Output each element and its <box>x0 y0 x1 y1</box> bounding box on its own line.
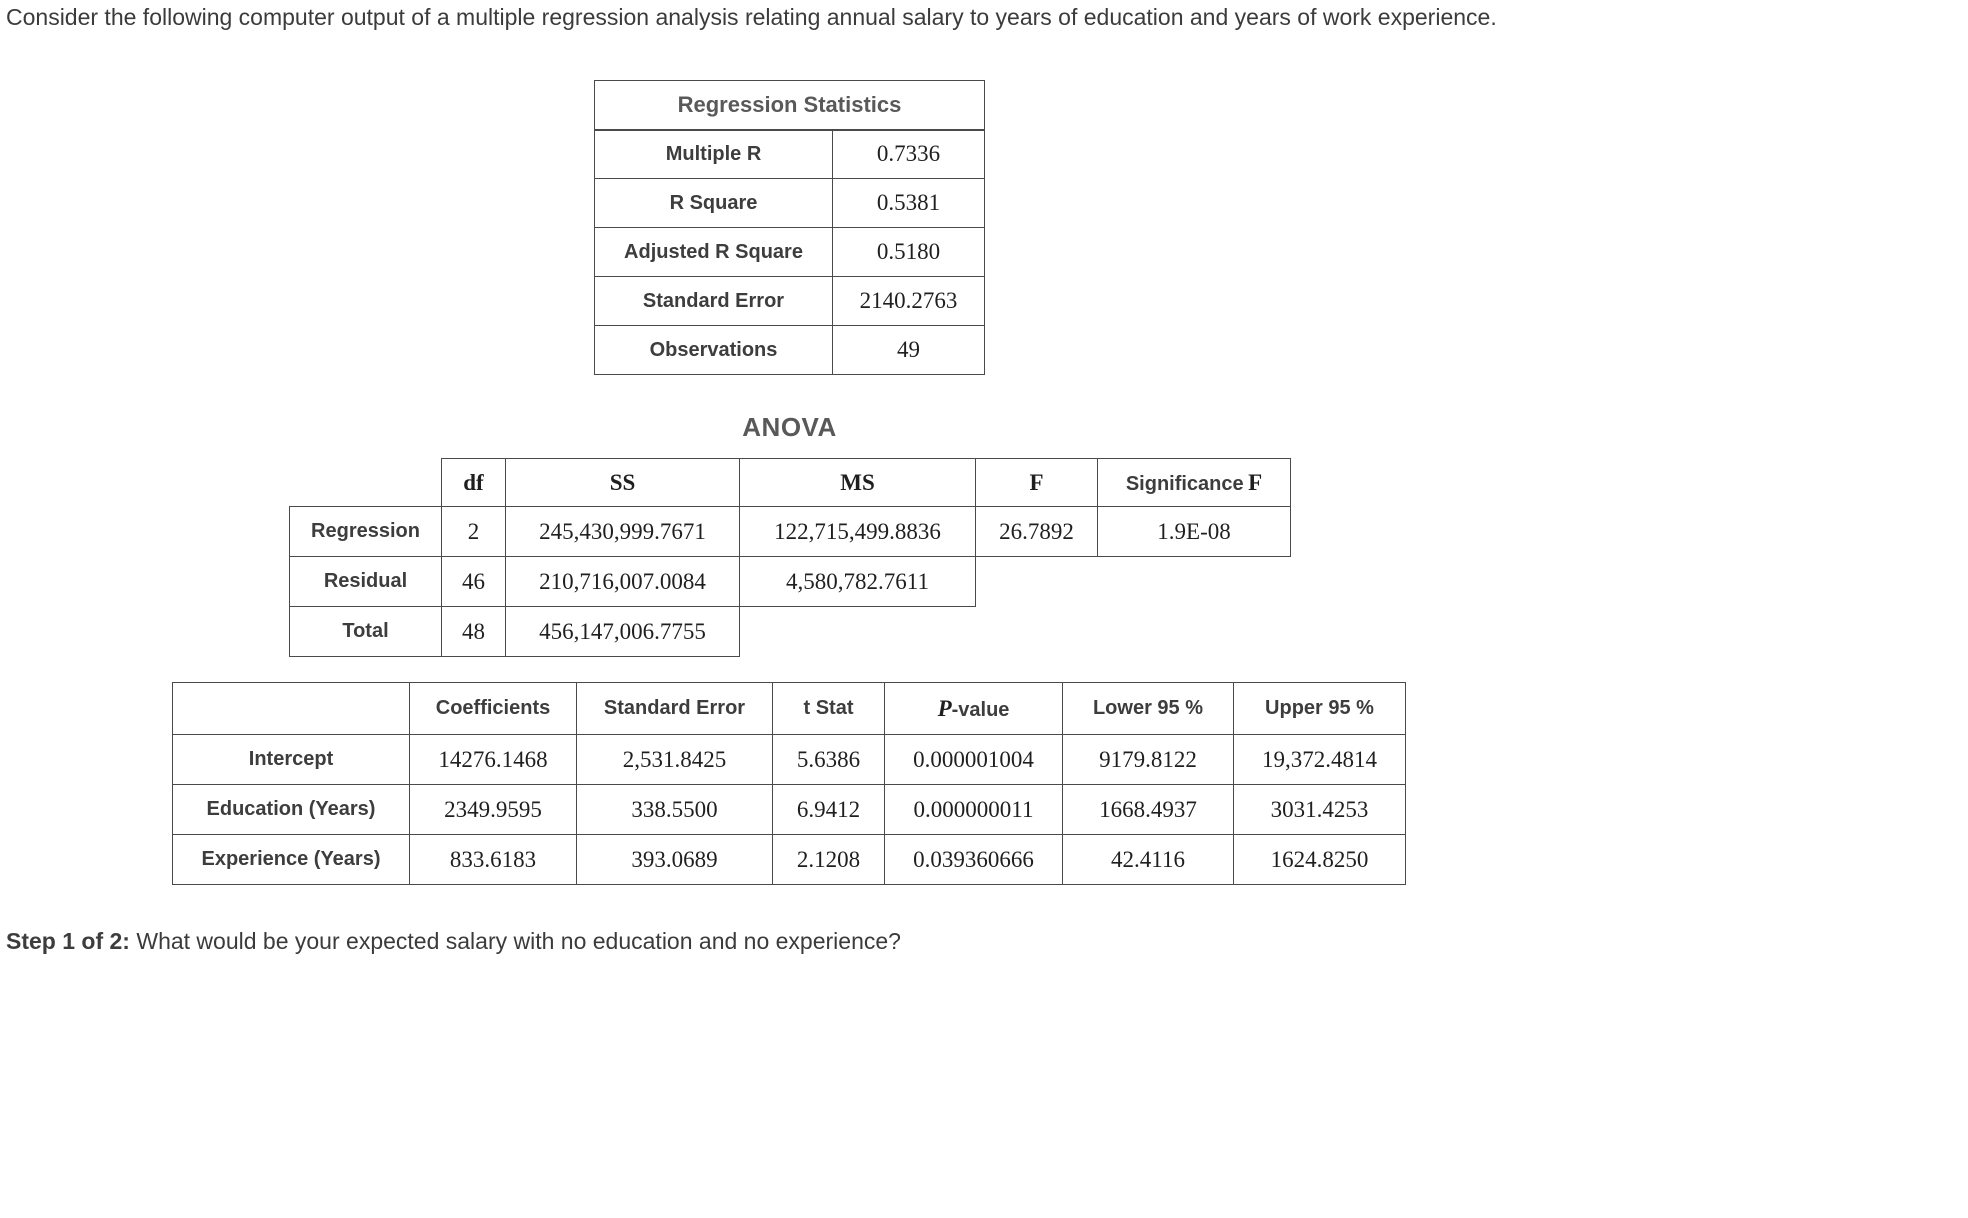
t-stat-value: 5.6386 <box>772 734 885 785</box>
anova-df-value: 46 <box>441 556 506 607</box>
coefficients-row-education: Education (Years) 2349.9595 338.5500 6.9… <box>172 784 1406 835</box>
anova-df-value: 48 <box>441 606 506 657</box>
table-row: R Square 0.5381 <box>594 178 985 228</box>
anova-title: ANOVA <box>742 412 837 442</box>
stat-label-adjusted-r-square: Adjusted R Square <box>594 227 833 277</box>
anova-row-total: Total 48 456,147,006.7755 <box>289 606 1291 657</box>
table-row: Multiple R 0.7336 <box>594 129 985 179</box>
anova-empty-cell <box>976 557 1098 607</box>
coefficient-value: 833.6183 <box>409 834 577 885</box>
anova-row-label: Regression <box>289 506 442 557</box>
stat-label-observations: Observations <box>594 325 833 375</box>
anova-row-residual: Residual 46 210,716,007.0084 4,580,782.7… <box>289 556 1291 607</box>
anova-header-ss: SS <box>505 458 740 507</box>
coefficients-table: Coefficients Standard Error t Stat P-val… <box>172 682 1406 885</box>
anova-ms-value: 122,715,499.8836 <box>739 506 976 557</box>
upper-95-value: 3031.4253 <box>1233 784 1406 835</box>
anova-ss-value: 456,147,006.7755 <box>505 606 740 657</box>
anova-empty-cell <box>1098 557 1291 607</box>
anova-row-label: Residual <box>289 556 442 607</box>
regression-statistics-table: Regression Statistics Multiple R 0.7336 … <box>594 80 985 375</box>
anova-header-ms: MS <box>739 458 976 507</box>
anova-ss-value: 245,430,999.7671 <box>505 506 740 557</box>
coefficient-row-label: Intercept <box>172 734 410 785</box>
p-value: 0.000001004 <box>884 734 1063 785</box>
upper-95-value: 1624.8250 <box>1233 834 1406 885</box>
p-value: 0.000000011 <box>884 784 1063 835</box>
regression-statistics-title: Regression Statistics <box>594 80 985 131</box>
anova-header-significance-f: Significance F <box>1097 458 1291 507</box>
anova-empty-cell <box>1098 607 1291 657</box>
lower-95-value: 9179.8122 <box>1062 734 1234 785</box>
lower-95-value: 1668.4937 <box>1062 784 1234 835</box>
standard-error-value: 2,531.8425 <box>576 734 773 785</box>
anova-row-regression: Regression 2 245,430,999.7671 122,715,49… <box>289 506 1291 557</box>
p-value: 0.039360666 <box>884 834 1063 885</box>
coefficients-header-coefficients: Coefficients <box>409 682 577 735</box>
coefficients-header-p-value: P-value <box>884 682 1063 735</box>
significance-f-label: F <box>1248 469 1263 495</box>
stat-value-observations: 49 <box>832 325 985 375</box>
standard-error-value: 338.5500 <box>576 784 773 835</box>
table-header-row: Regression Statistics <box>594 80 985 131</box>
coefficients-header-lower-95: Lower 95 % <box>1062 682 1234 735</box>
coefficients-row-intercept: Intercept 14276.1468 2,531.8425 5.6386 0… <box>172 734 1406 785</box>
coefficients-header-blank <box>172 682 410 735</box>
standard-error-value: 393.0689 <box>576 834 773 885</box>
step-question: Step 1 of 2: What would be your expected… <box>6 928 901 955</box>
question-intro-text: Consider the following computer output o… <box>6 4 1497 30</box>
stat-value-multiple-r: 0.7336 <box>832 129 985 179</box>
upper-95-value: 19,372.4814 <box>1233 734 1406 785</box>
t-stat-value: 2.1208 <box>772 834 885 885</box>
anova-header-df: df <box>441 458 506 507</box>
anova-empty-cell <box>740 607 976 657</box>
anova-ms-value: 4,580,782.7611 <box>739 556 976 607</box>
anova-df-value: 2 <box>441 506 506 557</box>
coefficients-header-upper-95: Upper 95 % <box>1233 682 1406 735</box>
stat-value-r-square: 0.5381 <box>832 178 985 228</box>
coefficient-row-label: Experience (Years) <box>172 834 410 885</box>
p-value-p: P <box>937 695 952 721</box>
stat-label-standard-error: Standard Error <box>594 276 833 326</box>
coefficients-header-standard-error: Standard Error <box>576 682 773 735</box>
t-stat-value: 6.9412 <box>772 784 885 835</box>
coefficients-header-t-stat: t Stat <box>772 682 885 735</box>
anova-significance-f-value: 1.9E-08 <box>1097 506 1291 557</box>
table-row: Observations 49 <box>594 325 985 375</box>
anova-table: df SS MS F Significance F Regression 2 2… <box>289 458 1291 657</box>
anova-f-value: 26.7892 <box>975 506 1098 557</box>
coefficient-row-label: Education (Years) <box>172 784 410 835</box>
coefficients-header-row: Coefficients Standard Error t Stat P-val… <box>172 682 1406 735</box>
anova-header-row: df SS MS F Significance F <box>290 458 1291 507</box>
significance-label: Significance <box>1125 472 1244 495</box>
stat-label-r-square: R Square <box>594 178 833 228</box>
step-label: Step 1 of 2: <box>6 928 130 954</box>
coefficients-row-experience: Experience (Years) 833.6183 393.0689 2.1… <box>172 834 1406 885</box>
table-row: Standard Error 2140.2763 <box>594 276 985 326</box>
anova-header-f: F <box>975 458 1098 507</box>
coefficient-value: 2349.9595 <box>409 784 577 835</box>
anova-ss-value: 210,716,007.0084 <box>505 556 740 607</box>
stat-value-adjusted-r-square: 0.5180 <box>832 227 985 277</box>
stat-label-multiple-r: Multiple R <box>594 129 833 179</box>
lower-95-value: 42.4116 <box>1062 834 1234 885</box>
coefficient-value: 14276.1468 <box>409 734 577 785</box>
p-value-rest: -value <box>951 698 1010 721</box>
anova-header-spacer <box>290 459 442 507</box>
table-row: Adjusted R Square 0.5180 <box>594 227 985 277</box>
step-question-text: What would be your expected salary with … <box>136 928 901 954</box>
stat-value-standard-error: 2140.2763 <box>832 276 985 326</box>
anova-row-label: Total <box>289 606 442 657</box>
anova-empty-cell <box>976 607 1098 657</box>
